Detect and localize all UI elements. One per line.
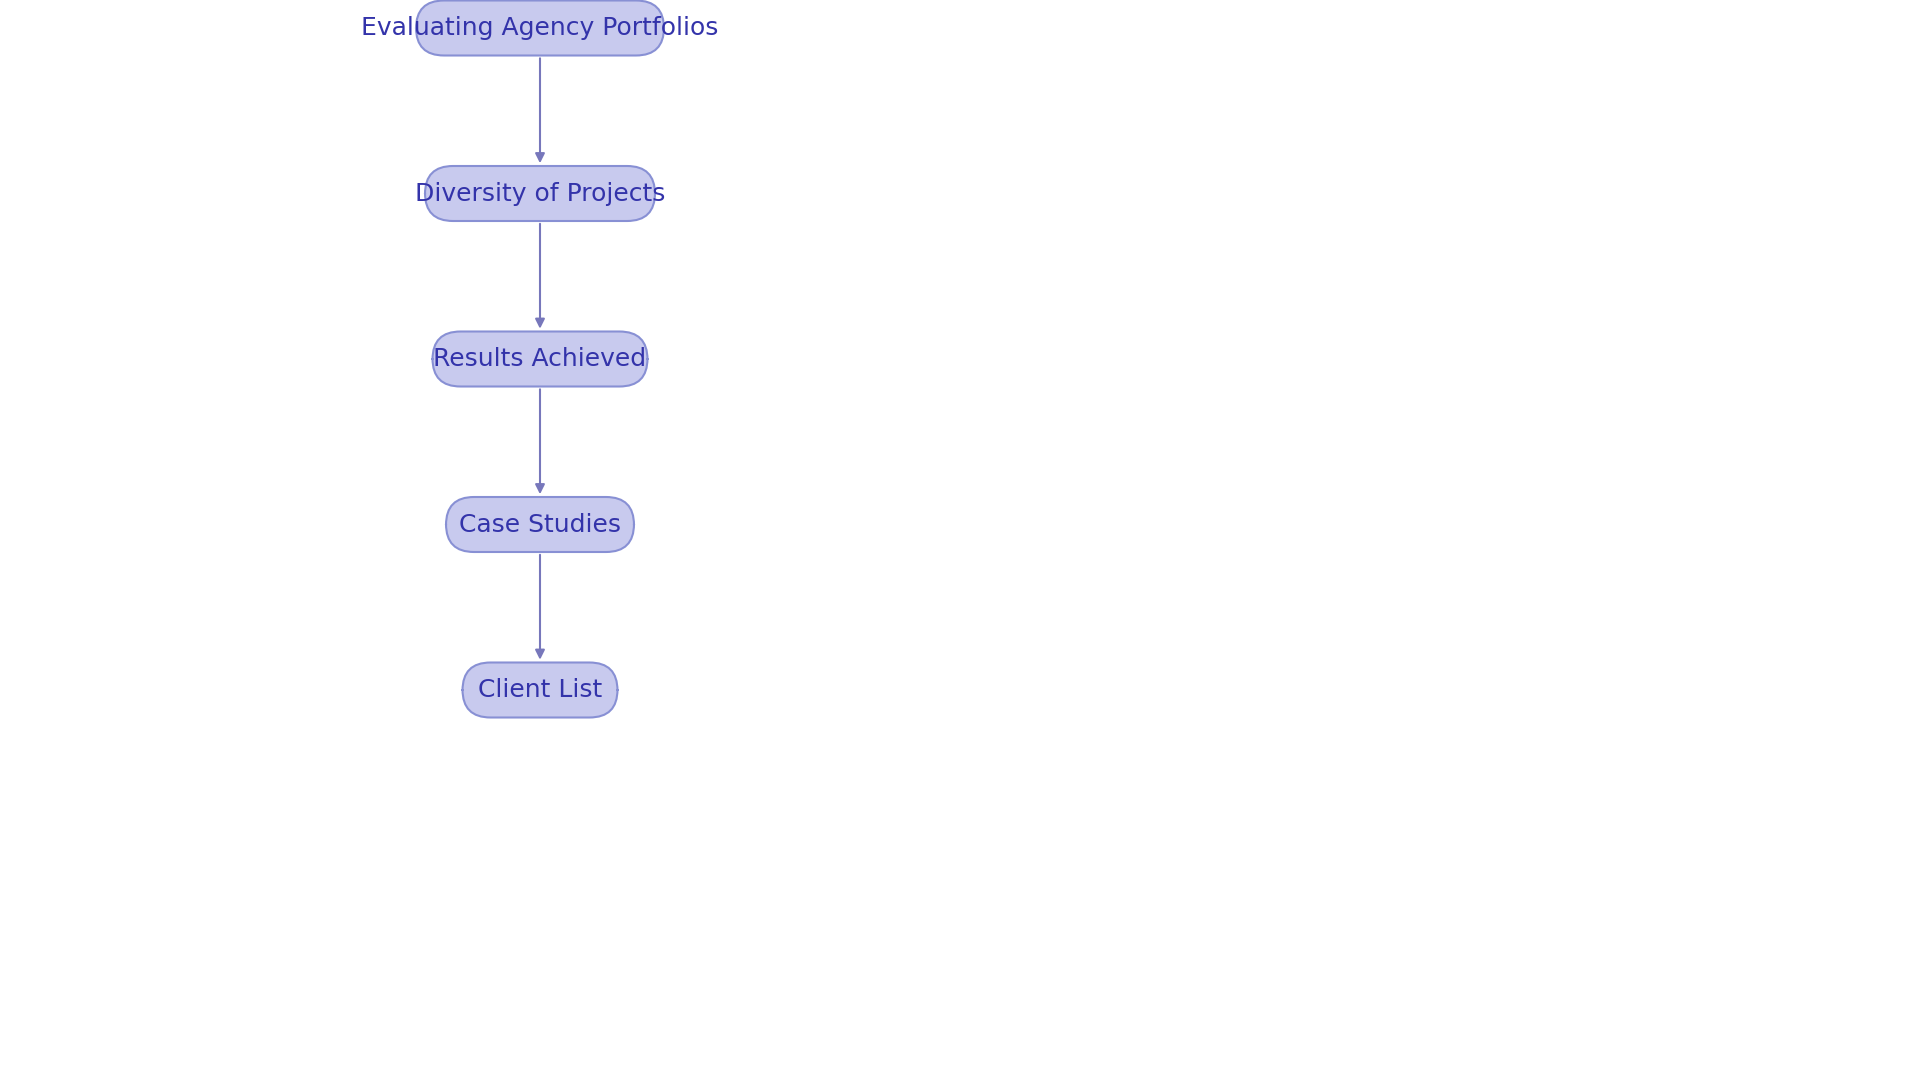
Text: Case Studies: Case Studies [459, 512, 620, 536]
Text: Results Achieved: Results Achieved [434, 347, 647, 371]
FancyBboxPatch shape [417, 0, 664, 55]
FancyBboxPatch shape [432, 331, 647, 387]
FancyBboxPatch shape [445, 497, 634, 552]
Text: Diversity of Projects: Diversity of Projects [415, 182, 664, 206]
Text: Evaluating Agency Portfolios: Evaluating Agency Portfolios [361, 16, 718, 40]
FancyBboxPatch shape [463, 663, 618, 718]
FancyBboxPatch shape [424, 166, 655, 221]
Text: Client List: Client List [478, 678, 603, 702]
